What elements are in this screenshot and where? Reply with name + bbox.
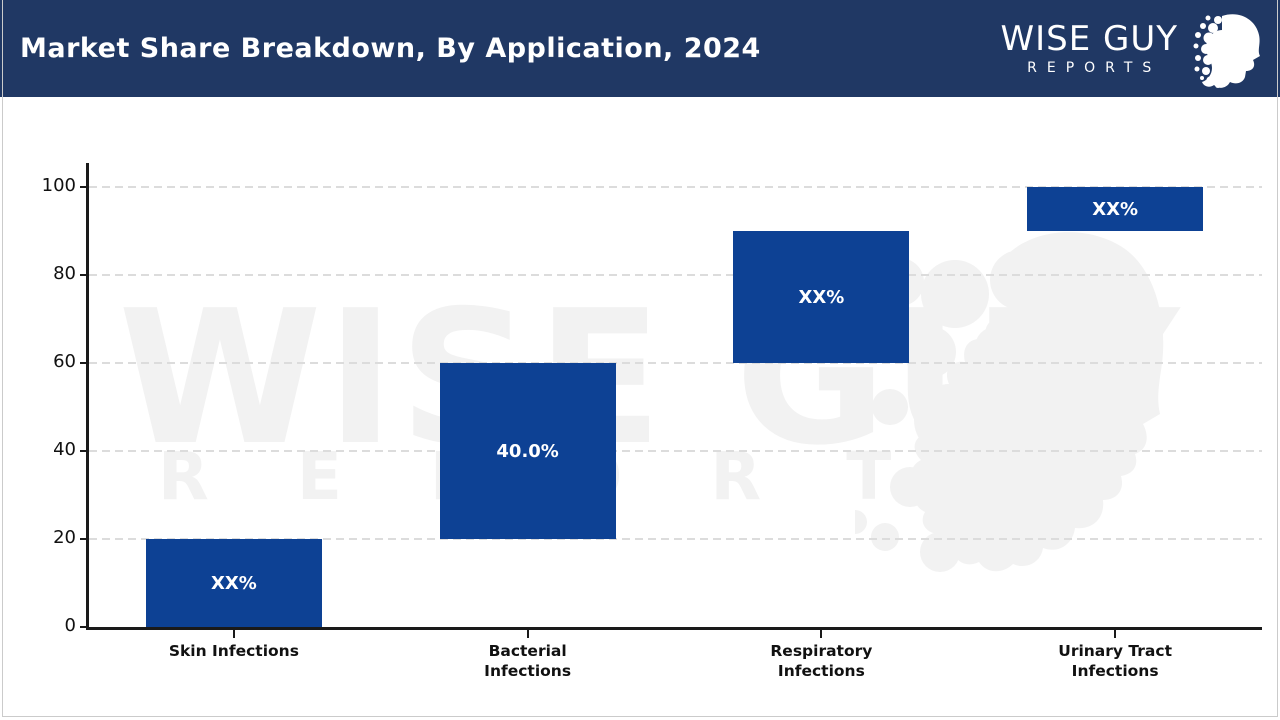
bar-urinary-tract: XX% (1027, 187, 1204, 231)
wise-guy-reports-logo: WISE GUY REPORTS (1000, 8, 1266, 90)
y-tick-label-20: 20 (53, 527, 76, 548)
x-axis-line (86, 627, 1262, 630)
y-tick-80 (80, 274, 87, 276)
y-tick-label-0: 0 (64, 615, 76, 636)
y-tick-label-40: 40 (53, 439, 76, 460)
y-tick-60 (80, 362, 87, 364)
bar-value-label: XX% (1092, 198, 1139, 220)
y-tick-100 (80, 186, 87, 188)
x-category-label: Skin Infections (168, 642, 299, 660)
y-axis-line (86, 163, 89, 630)
bar-value-label: XX% (210, 572, 257, 594)
x-category-label: Respiratory Infections (770, 642, 873, 681)
gridline-80 (89, 274, 1262, 276)
x-tick-2 (820, 629, 823, 638)
gridline-40 (89, 450, 1262, 452)
x-category-label: Bacterial Infections (484, 642, 572, 681)
x-tick-0 (232, 629, 235, 638)
header-bar: Market Share Breakdown, By Application, … (0, 0, 1280, 97)
y-tick-label-80: 80 (53, 263, 76, 284)
bar-value-label: XX% (798, 286, 845, 308)
page-title: Market Share Breakdown, By Application, … (20, 33, 761, 64)
x-tick-1 (526, 629, 529, 638)
logo-subname: REPORTS (1027, 59, 1162, 76)
bar-value-label: 40.0% (496, 440, 559, 462)
y-tick-label-100: 100 (41, 175, 76, 196)
gridline-20 (89, 538, 1262, 540)
y-tick-20 (80, 538, 87, 540)
y-tick-40 (80, 450, 87, 452)
gridline-100 (89, 186, 1262, 188)
x-category-label: Urinary Tract Infections (1058, 642, 1172, 681)
y-tick-label-60: 60 (53, 351, 76, 372)
watermark-head-icon (855, 232, 1164, 572)
logo-name: WISE GUY (1000, 19, 1178, 60)
gridline-60 (89, 362, 1262, 364)
bar-bacterial: 40.0% (439, 363, 616, 539)
x-tick-3 (1114, 629, 1117, 638)
logo-head-icon (1193, 14, 1260, 88)
bar-respiratory: XX% (733, 231, 910, 363)
y-tick-0 (80, 626, 87, 628)
bar-skin-infections: XX% (145, 539, 322, 627)
